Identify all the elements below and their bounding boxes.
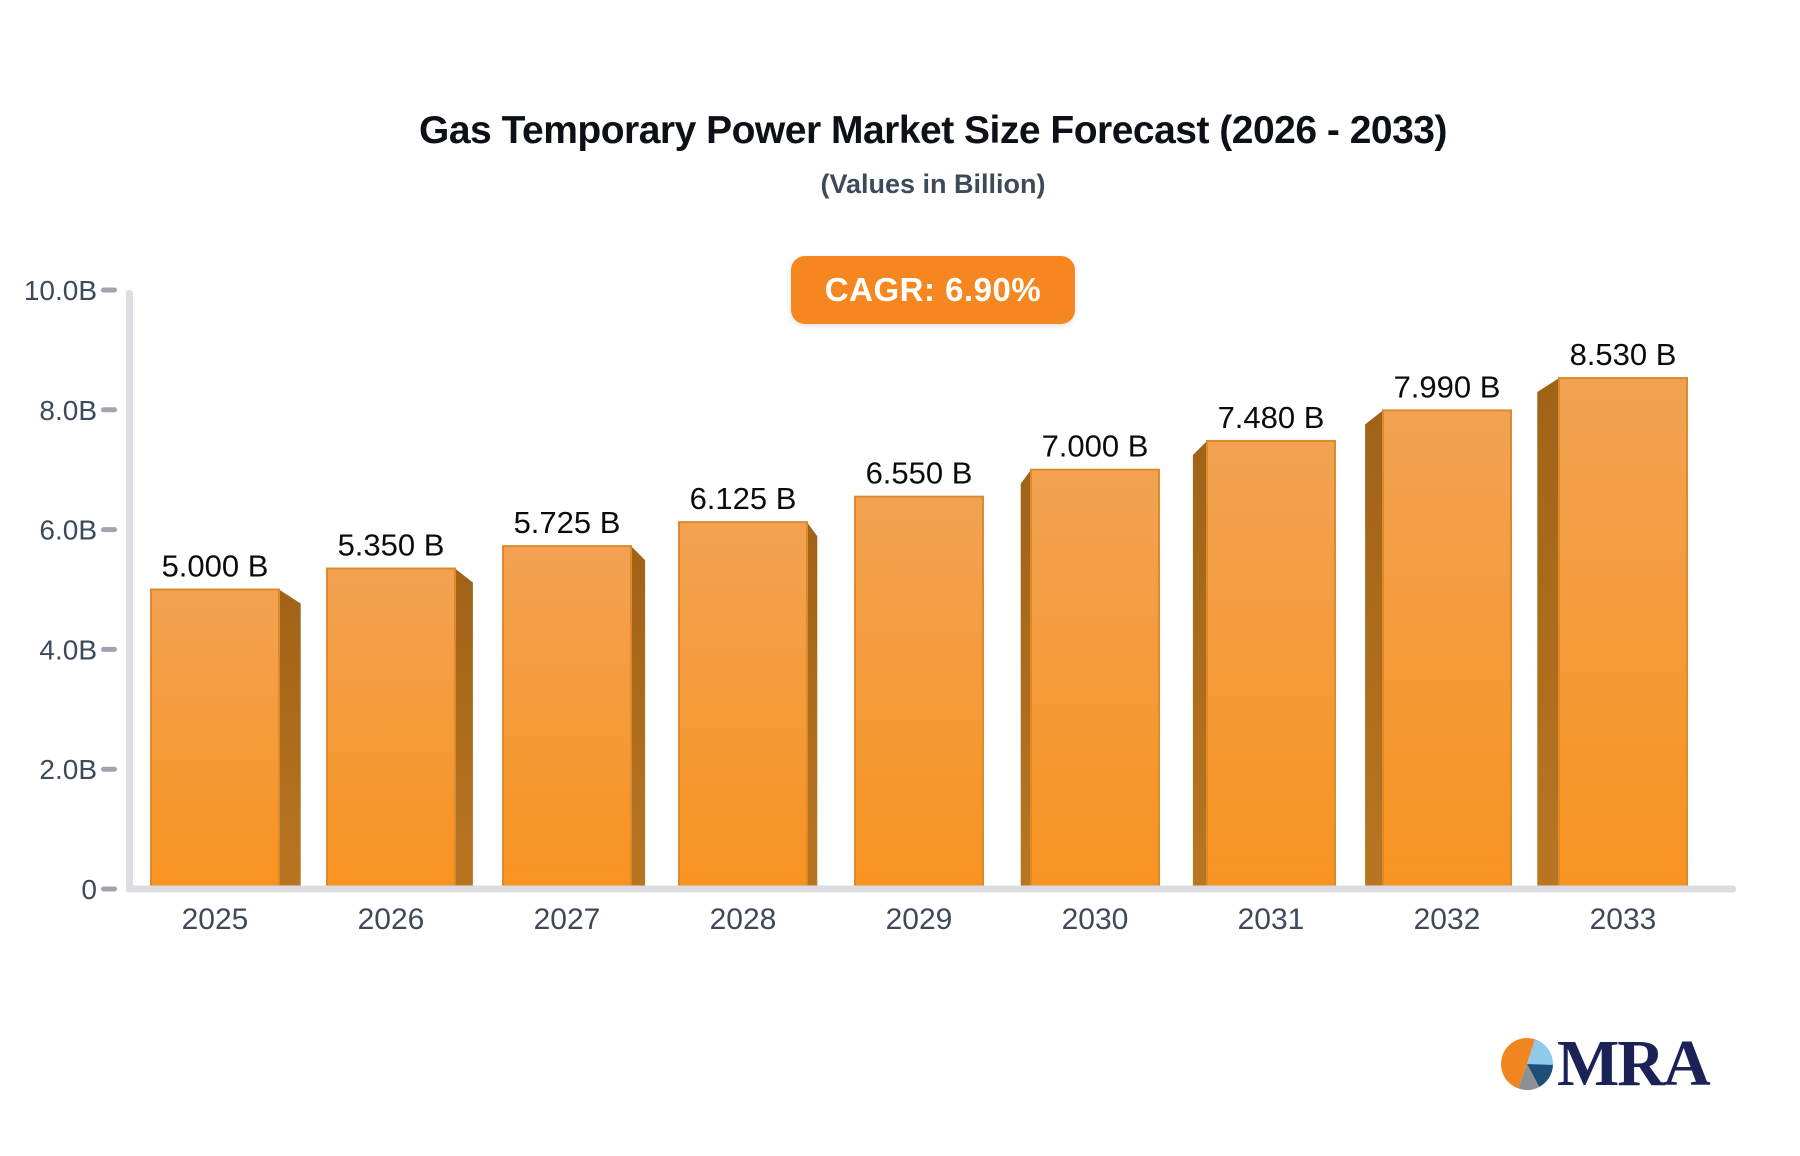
- y-tick-label: 8.0B: [39, 395, 97, 426]
- bar-2027: [502, 545, 632, 890]
- y-tick-label: 4.0B: [39, 634, 97, 665]
- y-tick-label: 2.0B: [39, 754, 97, 785]
- x-axis-label: 2033: [1590, 903, 1657, 936]
- y-tick: [101, 527, 117, 533]
- y-tick-label: 10.0B: [24, 275, 97, 306]
- bar-side-face: [631, 546, 646, 889]
- bar-2025: [150, 588, 280, 890]
- bar-value-label: 5.000 B: [162, 549, 269, 584]
- x-axis-label: 2025: [182, 903, 249, 936]
- orange-slice: [1500, 1038, 1536, 1089]
- bar-side-face: [1192, 440, 1207, 889]
- cagr-badge: CAGR: 6.90%: [790, 256, 1076, 324]
- bar-side-face: [807, 522, 818, 889]
- chart-title: Gas Temporary Power Market Size Forecast…: [419, 109, 1447, 152]
- bar-2033: [1558, 377, 1688, 890]
- bar-2032: [1382, 409, 1512, 890]
- chart-header: Gas Temporary Power Market Size Forecast…: [130, 0, 1736, 200]
- bar-value-label: 6.550 B: [866, 456, 973, 491]
- gray-slice: [1518, 1064, 1540, 1090]
- bar-2030: [1030, 468, 1160, 890]
- logo-text: MRA: [1557, 1027, 1711, 1100]
- y-tick: [101, 886, 117, 892]
- bar-side-face: [455, 568, 473, 889]
- x-axis-label: 2030: [1062, 903, 1129, 936]
- bar-2029: [854, 495, 984, 890]
- bar-value-label: 8.530 B: [1570, 337, 1677, 372]
- bar-side-face: [1020, 469, 1031, 889]
- y-tick-label: 6.0B: [39, 515, 97, 546]
- x-axis-label: 2031: [1238, 903, 1305, 936]
- x-axis-label: 2032: [1414, 903, 1481, 936]
- pie-chart-icon: [1500, 1038, 1553, 1090]
- y-tick: [101, 287, 117, 293]
- cagr-badge-row: CAGR: 6.90%: [130, 256, 1736, 324]
- x-axis-label: 2026: [358, 903, 425, 936]
- bar-value-label: 7.480 B: [1218, 400, 1325, 435]
- bar-value-label: 5.350 B: [338, 528, 445, 563]
- cagr-badge-label: CAGR: 6.90%: [824, 271, 1042, 308]
- bar-value-label: 7.990 B: [1394, 369, 1501, 404]
- bar-value-label: 7.000 B: [1042, 429, 1149, 464]
- x-axis-label: 2029: [886, 903, 953, 936]
- x-axis-label: 2028: [710, 903, 777, 936]
- y-tick: [101, 407, 117, 413]
- bar-value-label: 5.725 B: [514, 505, 621, 540]
- x-axis-line: [126, 885, 1736, 893]
- navy-slice: [1527, 1064, 1553, 1087]
- mra-logo: MRA: [1500, 1027, 1711, 1100]
- bar-2028: [678, 521, 808, 890]
- x-axis-label: 2027: [534, 903, 601, 936]
- y-tick: [101, 646, 117, 652]
- light-blue-slice: [1527, 1039, 1553, 1065]
- bar-2026: [326, 567, 456, 890]
- chart-subtitle: (Values in Billion): [820, 169, 1046, 199]
- bar-value-label: 6.125 B: [690, 481, 797, 516]
- y-axis-line: [126, 290, 133, 889]
- bar-side-face: [1365, 410, 1383, 889]
- bar-side-face: [1537, 378, 1559, 889]
- y-tick-label: 0: [81, 874, 97, 905]
- bar-side-face: [279, 589, 301, 889]
- y-tick: [101, 766, 117, 772]
- bar-2031: [1206, 439, 1336, 890]
